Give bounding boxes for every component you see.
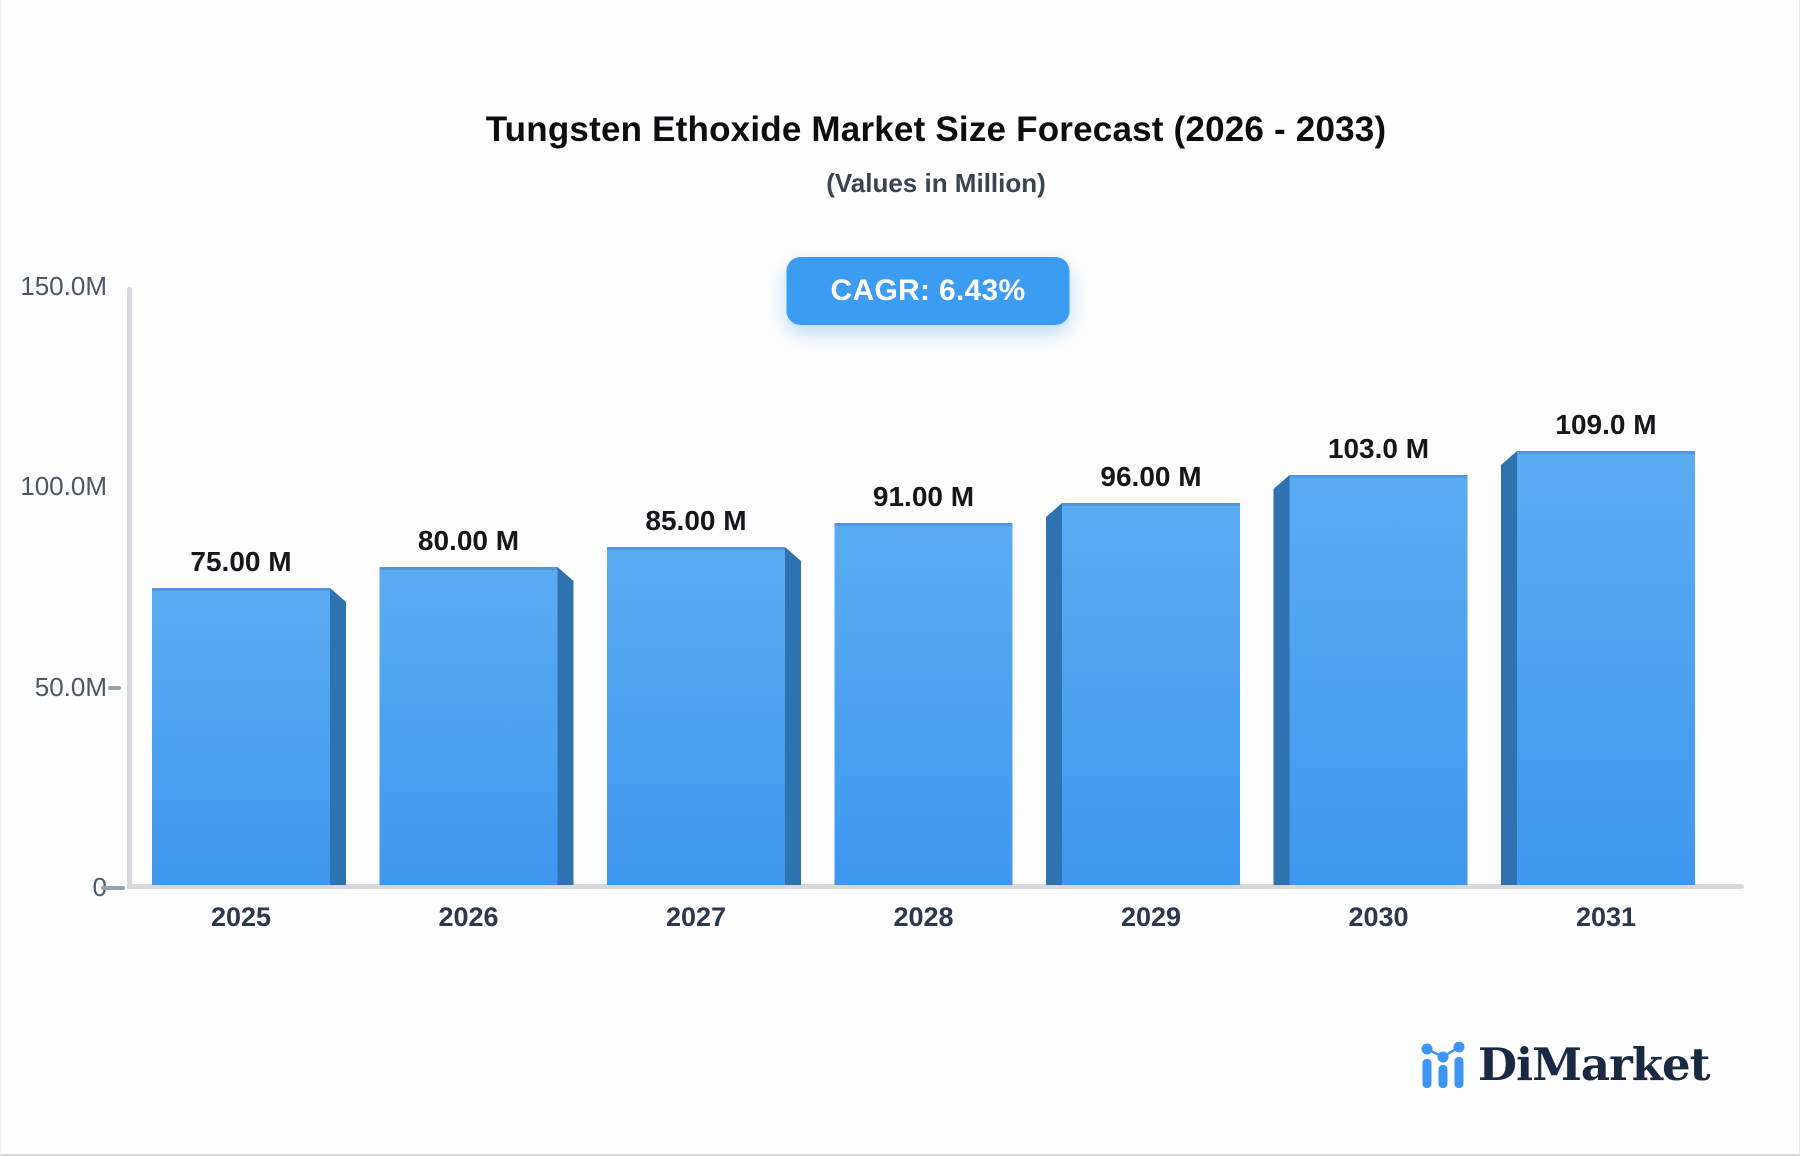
- bar-top-edge: [1517, 451, 1695, 454]
- bar-top-edge: [1062, 503, 1240, 506]
- bar-2031[interactable]: [1501, 451, 1695, 885]
- bar-side-face: [1046, 503, 1062, 885]
- bar-value-label: 75.00 M: [190, 546, 292, 577]
- bar-front-face: [607, 547, 785, 885]
- bar-value-label: 85.00 M: [645, 505, 747, 536]
- x-axis-label-2025: 2025: [210, 902, 272, 932]
- x-axis-label-2031: 2031: [1575, 902, 1637, 932]
- bar-value-label: 109.0 M: [1555, 409, 1657, 440]
- y-axis-label: 150.0M: [20, 271, 107, 301]
- x-axis-line: [127, 884, 1744, 889]
- bar-front-face: [1062, 503, 1240, 885]
- bar-front-face: [834, 523, 1013, 885]
- bar-2026[interactable]: [379, 567, 574, 885]
- bar-side-face: [1273, 475, 1290, 885]
- x-axis-label-2030: 2030: [1348, 902, 1409, 932]
- y-axis-tick: [101, 886, 125, 890]
- bar-top-edge: [379, 567, 558, 570]
- chart-subtitle: (Values in Million): [826, 168, 1046, 198]
- y-axis-label: 100.0M: [20, 471, 107, 501]
- chart-title: Tungsten Ethoxide Market Size Forecast (…: [485, 110, 1387, 149]
- x-axis-label-2027: 2027: [665, 902, 727, 932]
- bar-front-face: [379, 567, 558, 885]
- bar-side-face: [785, 547, 801, 885]
- y-axis-tick: [108, 686, 121, 690]
- bar-value-label: 96.00 M: [1100, 461, 1202, 492]
- bar-2028[interactable]: [834, 523, 1013, 885]
- bar-side-face: [1501, 451, 1517, 885]
- dimarket-logo-icon: [1421, 1042, 1465, 1088]
- bar-side-face: [557, 567, 574, 885]
- bar-value-label: 103.0 M: [1327, 433, 1430, 464]
- bar-value-label: 91.00 M: [872, 481, 975, 512]
- dimarket-logo: DiMarket: [1420, 1038, 1710, 1091]
- bar-front-face: [152, 588, 330, 885]
- y-axis-line: [127, 287, 132, 889]
- bar-2029[interactable]: [1046, 503, 1240, 885]
- bar-top-edge: [607, 547, 785, 550]
- bar-2025[interactable]: [152, 588, 346, 885]
- bar-top-edge: [1289, 475, 1468, 478]
- bar-top-edge: [834, 523, 1013, 526]
- bar-top-edge: [152, 588, 330, 591]
- x-axis-label-2028: 2028: [893, 902, 954, 932]
- bar-value-label: 80.00 M: [417, 525, 520, 556]
- bar-side-face: [330, 588, 346, 885]
- y-axis-label: 0: [92, 872, 107, 902]
- bar-front-face: [1289, 475, 1468, 885]
- bar-front-face: [1517, 451, 1695, 885]
- bar-2030[interactable]: [1273, 475, 1468, 885]
- y-axis-label: 50.0M: [34, 672, 107, 702]
- x-axis-label-2026: 2026: [438, 902, 499, 932]
- x-axis-label-2029: 2029: [1120, 902, 1182, 932]
- bar-2027[interactable]: [607, 547, 801, 885]
- cagr-badge: CAGR: 6.43%: [786, 257, 1070, 325]
- dimarket-logo-text: DiMarket: [1478, 1038, 1710, 1091]
